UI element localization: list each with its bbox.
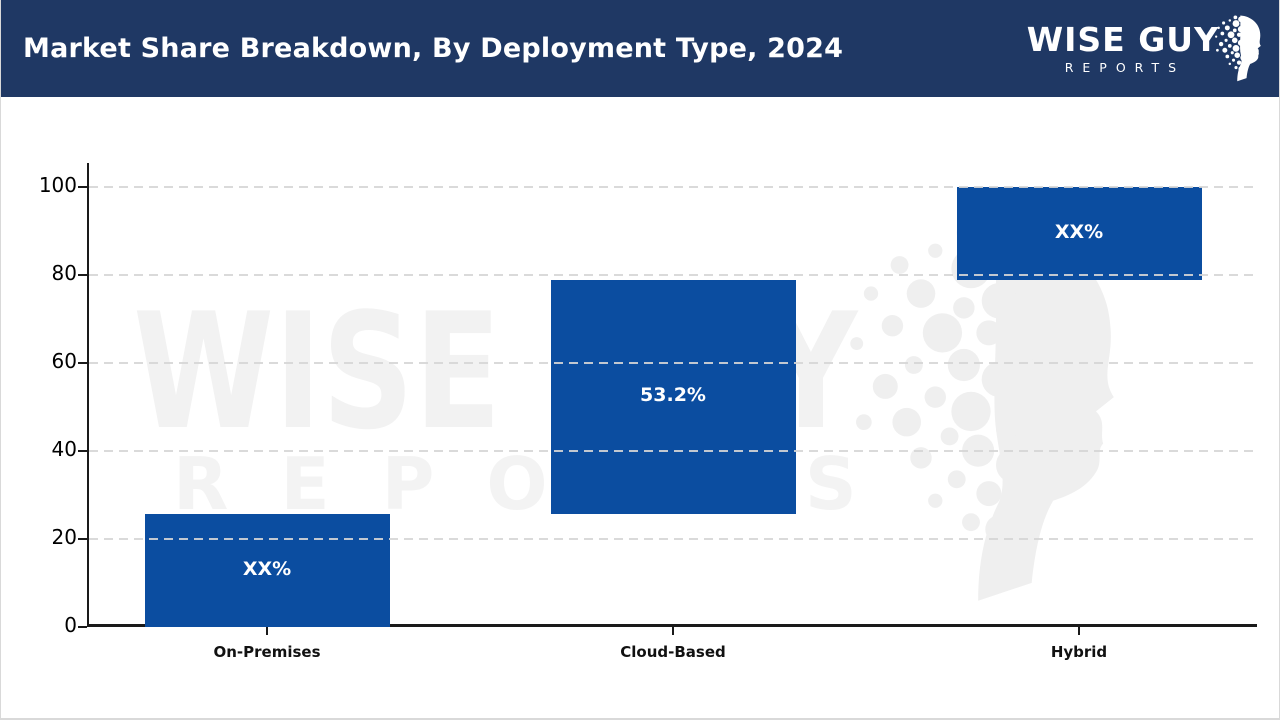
header-band: Market Share Breakdown, By Deployment Ty… bbox=[1, 0, 1279, 97]
bar-value-label: XX% bbox=[1054, 220, 1104, 243]
y-axis-tick-label: 100 bbox=[38, 173, 77, 197]
logo-reports-label: REPORTS bbox=[1064, 59, 1186, 75]
gridline bbox=[89, 186, 1257, 188]
gridline bbox=[89, 450, 1257, 452]
y-axis-tick-mark bbox=[78, 362, 87, 364]
x-axis-tick-mark bbox=[1078, 627, 1080, 635]
bar-value-label: XX% bbox=[242, 557, 292, 580]
wiseguy-face-icon bbox=[1215, 15, 1261, 81]
y-axis-tick-label: 20 bbox=[51, 525, 77, 549]
chart-plot-area: 0 20 40 60 80 100 XX% 53.2% XX% On-Premises Cloud-… bbox=[39, 163, 1257, 661]
gridline bbox=[89, 274, 1257, 276]
logo-wiseguy-label: WISE GUY bbox=[1026, 19, 1219, 59]
gridline bbox=[89, 362, 1257, 364]
wiseguy-logo-text: WISE GUY REPORTS bbox=[1027, 23, 1219, 75]
x-axis-category-label: Hybrid bbox=[1050, 643, 1108, 661]
y-axis-tick-mark bbox=[78, 450, 87, 452]
y-axis-tick-mark bbox=[78, 274, 87, 276]
bar-value-label: 53.2% bbox=[640, 384, 706, 407]
wiseguy-logo: WISE GUY REPORTS bbox=[1027, 7, 1267, 91]
bar-on-premises bbox=[144, 514, 390, 627]
y-axis-tick-mark bbox=[78, 538, 87, 540]
y-axis-tick-mark bbox=[78, 186, 87, 188]
x-axis-category-label: On-Premises bbox=[213, 643, 321, 661]
y-axis-tick-label: 0 bbox=[64, 613, 77, 637]
x-axis-tick-mark bbox=[672, 627, 674, 635]
y-axis-tick-mark bbox=[78, 626, 87, 628]
gridline bbox=[89, 538, 1257, 540]
page-title: Market Share Breakdown, By Deployment Ty… bbox=[23, 33, 844, 64]
x-axis-tick-mark bbox=[266, 627, 268, 635]
y-axis-tick-label: 80 bbox=[51, 261, 77, 285]
bar-cloud-based bbox=[550, 280, 796, 515]
y-axis-tick-label: 60 bbox=[51, 349, 77, 373]
y-axis-tick-label: 40 bbox=[51, 437, 77, 461]
x-axis-category-label: Cloud-Based bbox=[620, 643, 726, 661]
